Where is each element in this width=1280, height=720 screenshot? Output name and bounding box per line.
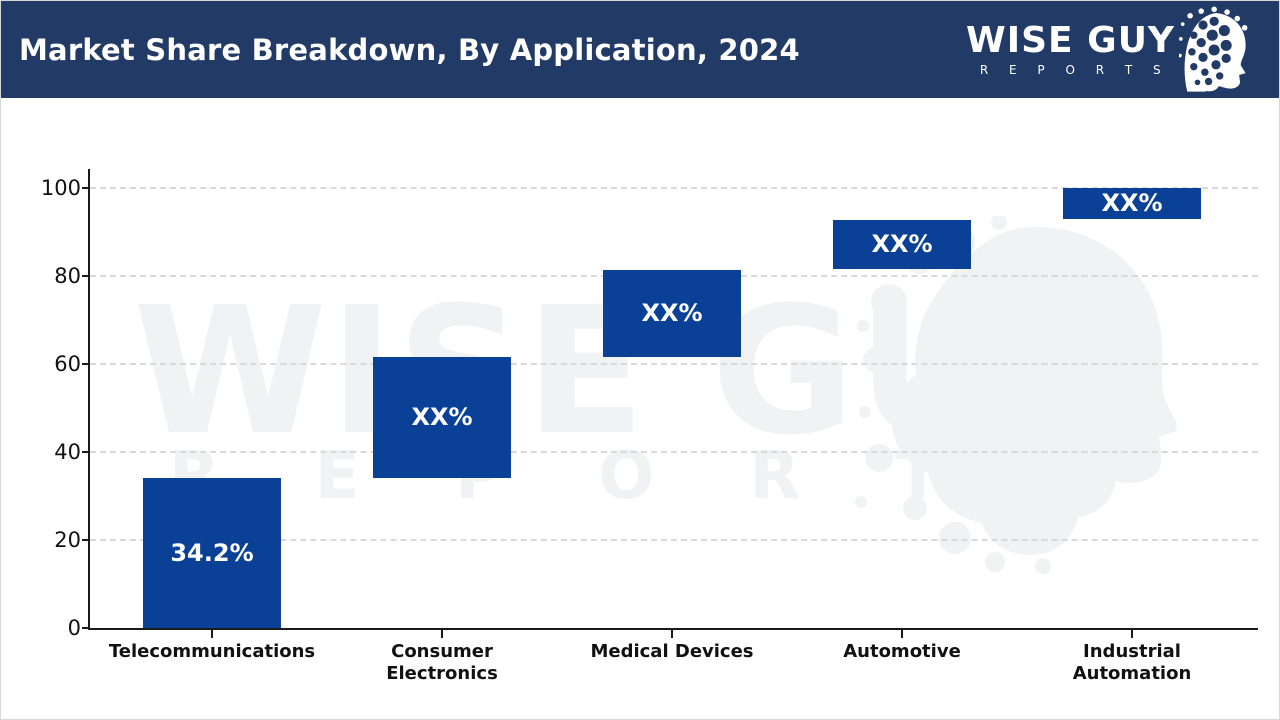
gridline-100 [90, 187, 1258, 189]
waterfall-bar-3: XX% [603, 269, 741, 357]
y-axis-tick-label: 100 [40, 176, 81, 200]
x-tick-mark [441, 630, 443, 638]
bar-value-label: XX% [1101, 189, 1163, 218]
brand-logo-text: WISE GUY R E P O R T S [965, 20, 1175, 77]
x-tick-mark [211, 630, 213, 638]
page-title: Market Share Breakdown, By Application, … [19, 32, 800, 67]
y-tick-mark [82, 627, 90, 629]
gridline-20 [90, 539, 1258, 541]
category-label-3: Medical Devices [590, 641, 754, 662]
brand-subtext: R E P O R T S [979, 63, 1170, 77]
y-axis-line [88, 169, 90, 630]
category-label-2: Consumer Electronics [386, 641, 498, 684]
logo-face-icon [1179, 6, 1248, 92]
y-tick-mark [82, 187, 90, 189]
y-axis-tick-label: 20 [54, 528, 81, 552]
category-label-4: Automotive [843, 641, 961, 662]
bar-value-label: XX% [641, 299, 703, 328]
x-tick-mark [671, 630, 673, 638]
brand-wordmark: WISE GUY [965, 20, 1175, 61]
brand-logo: WISE GUY R E P O R T S [966, 6, 1253, 94]
waterfall-bar-1: 34.2% [143, 477, 281, 628]
bar-value-label: 34.2% [170, 538, 254, 567]
bar-value-label: XX% [871, 230, 933, 259]
x-tick-mark [1131, 630, 1133, 638]
bar-value-label: XX% [411, 403, 473, 432]
y-axis-tick-label: 40 [54, 440, 81, 464]
y-axis-tick-label: 80 [54, 264, 81, 288]
waterfall-bar-4: XX% [833, 219, 971, 269]
y-tick-mark [82, 451, 90, 453]
x-tick-mark [901, 630, 903, 638]
x-axis-line [88, 628, 1258, 630]
y-tick-mark [82, 363, 90, 365]
waterfall-bar-5: XX% [1063, 188, 1201, 219]
category-label-5: Industrial Automation [1072, 641, 1192, 684]
y-tick-mark [82, 275, 90, 277]
gridline-40 [90, 451, 1258, 453]
category-label-1: Telecommunications [108, 641, 316, 662]
y-axis-tick-label: 0 [67, 616, 81, 640]
gridline-60 [90, 363, 1258, 365]
y-axis-tick-label: 60 [54, 352, 81, 376]
y-tick-mark [82, 539, 90, 541]
waterfall-bar-2: XX% [373, 357, 511, 478]
header-bar: Market Share Breakdown, By Application, … [1, 1, 1279, 98]
